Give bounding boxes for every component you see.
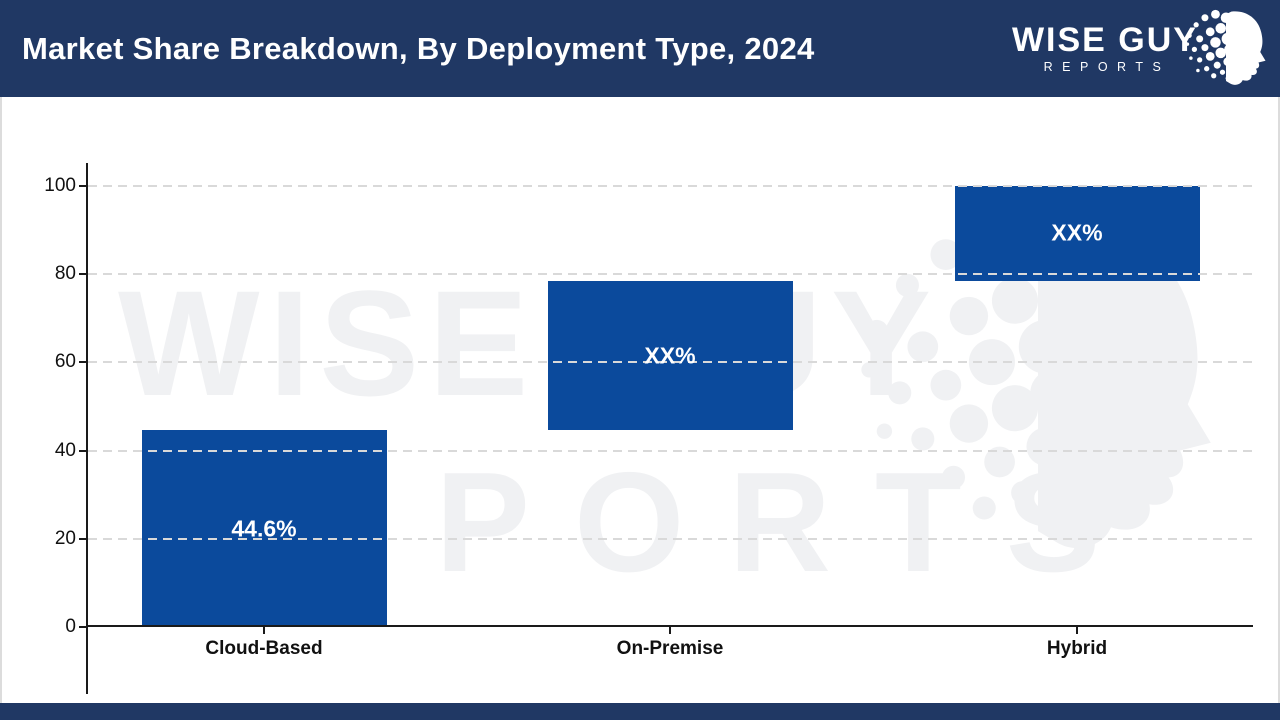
y-axis-tick-label: 20 [54,527,76,549]
x-axis-tick-mark [263,627,265,634]
y-axis-tick-mark [79,361,86,364]
wise-guy-face-icon [1185,9,1266,85]
logo-text: WISE GUY REPORTS [1012,23,1198,74]
gridline [88,537,1253,540]
x-axis-line [86,625,1253,627]
y-axis-tick-mark [79,449,86,452]
left-border-line [0,97,2,703]
x-axis-category-label: On-Premise [616,638,724,659]
logo-wordmark: WISE GUY [1011,21,1198,60]
y-axis-tick-mark [79,273,86,276]
x-axis-tick-mark [669,627,671,634]
y-axis-tick-label: 100 [44,175,76,196]
x-axis-category-label: Cloud-Based [205,638,323,659]
page-title: Market Share Breakdown, By Deployment Ty… [22,30,815,66]
bar-value-label: 44.6% [231,515,297,542]
y-axis-tick-label: 0 [65,616,76,637]
gridline [88,273,1253,276]
gridline [88,185,1253,187]
x-axis-category-label: Hybrid [1046,638,1108,659]
watermark-face [861,220,1211,549]
right-border-line [1278,97,1280,703]
bar-cloud-based [141,430,387,627]
header-bar: Market Share Breakdown, By Deployment Ty… [0,0,1280,97]
footer-bar [0,703,1280,720]
gridline [88,449,1253,452]
x-axis-tick-mark [1076,627,1078,634]
wise-guy-reports-logo: WISE GUY REPORTS [1012,9,1270,88]
watermark-wordmark: WISE GUY [118,259,941,427]
bar-on-premise [547,280,793,431]
chart-plot-area: 0 20 40 60 80 100 44.6% XX% XX% Cloud-Ba… [0,97,1280,703]
bar-value-label: XX% [1051,219,1103,246]
bar-hybrid [954,186,1200,281]
y-axis-tick-label: 40 [54,439,76,461]
y-axis-tick-label: 60 [54,351,76,373]
y-axis-tick-label: 80 [54,263,76,285]
bar-value-label: XX% [644,342,696,369]
y-axis-tick-mark [79,537,86,540]
logo-subtitle: REPORTS [1043,60,1171,75]
y-axis-tick-mark [79,626,86,628]
y-axis-line [86,163,88,694]
gridline [88,361,1253,364]
y-axis-tick-mark [79,185,86,187]
